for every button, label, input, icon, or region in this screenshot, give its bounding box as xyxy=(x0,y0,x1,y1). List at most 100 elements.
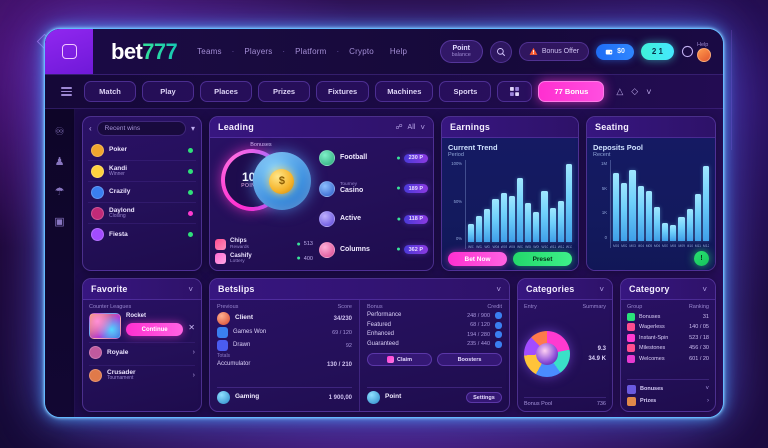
list-item[interactable]: Cashify Lottery ● 400 xyxy=(215,253,313,265)
chevron-down-icon[interactable]: ˅ xyxy=(705,386,709,392)
bar[interactable] xyxy=(541,191,548,242)
close-icon[interactable]: ✕ xyxy=(188,323,195,332)
chevron-down-icon[interactable]: ˅ xyxy=(646,86,652,97)
list-item[interactable]: Chips Rewards ● 513 xyxy=(215,238,313,250)
bar[interactable] xyxy=(678,216,685,241)
bell-icon[interactable]: △ xyxy=(616,86,624,96)
tab-fixtures[interactable]: Fixtures xyxy=(316,81,370,102)
play-icon[interactable]: ! xyxy=(694,251,709,266)
bar[interactable] xyxy=(629,169,636,241)
search-input[interactable]: Recent wins xyxy=(96,121,186,136)
chevron-right-icon[interactable]: › xyxy=(707,398,709,404)
tab-places[interactable]: Places xyxy=(200,81,252,102)
bar[interactable] xyxy=(508,196,515,242)
list-item[interactable]: Royale › xyxy=(89,342,195,362)
list-item[interactable]: Football ● 230 P xyxy=(318,148,428,168)
claim-button[interactable]: Claim xyxy=(367,353,432,366)
list-item[interactable]: Tourney Casino ● 189 P xyxy=(318,179,428,199)
bar[interactable] xyxy=(525,202,532,242)
chevron-down-icon[interactable]: ˅ xyxy=(188,284,193,294)
bar[interactable] xyxy=(653,206,661,241)
cash-balance-button[interactable]: 2 1 xyxy=(640,43,674,60)
bar[interactable] xyxy=(533,212,540,242)
tab-match[interactable]: Match xyxy=(84,81,136,102)
tab-play[interactable]: Play xyxy=(142,81,194,102)
bar[interactable] xyxy=(484,209,491,242)
brand-logo[interactable]: bet 777 xyxy=(93,29,191,74)
bar[interactable] xyxy=(492,199,499,242)
boosters-button[interactable]: Boosters xyxy=(437,353,502,366)
table-row[interactable]: Performance 248 / 900 xyxy=(367,312,502,320)
header-nav-players[interactable]: Players xyxy=(244,47,273,56)
tab-sports[interactable]: Sports xyxy=(439,81,492,102)
bar[interactable] xyxy=(637,185,644,241)
table-row[interactable]: Client 34/230 xyxy=(217,312,352,325)
list-item[interactable]: Bonuses ˅ xyxy=(627,383,709,395)
list-item[interactable]: Welcomes 601 / 20 xyxy=(627,354,709,363)
list-item[interactable]: Crusader Tournament › xyxy=(89,365,195,385)
list-item[interactable]: Columns ● 362 P xyxy=(318,240,428,260)
bookmark-icon[interactable]: ◇ xyxy=(631,86,639,96)
preset-button[interactable]: Preset xyxy=(513,252,572,266)
bet-now-button[interactable]: Bet Now xyxy=(448,252,507,266)
chevron-down-icon[interactable]: ˅ xyxy=(599,284,604,294)
bar[interactable] xyxy=(468,223,475,242)
list-item[interactable]: Wagerless 140 / 05 xyxy=(627,323,709,331)
wallet-icon[interactable]: ▣ xyxy=(54,216,65,228)
continue-button[interactable]: Continue xyxy=(126,323,184,337)
bar[interactable] xyxy=(516,178,524,242)
list-item[interactable]: Active ● 118 P xyxy=(318,209,428,229)
chevron-down-icon[interactable]: ˅ xyxy=(702,284,707,294)
search-button[interactable] xyxy=(489,40,512,63)
bar[interactable] xyxy=(694,194,701,241)
bar[interactable] xyxy=(662,223,669,241)
bar[interactable] xyxy=(565,164,573,242)
table-row[interactable]: Guaranteed 235 / 440 xyxy=(367,341,502,349)
table-footer-row[interactable]: Point Settings xyxy=(367,387,502,407)
header-nav-teams[interactable]: Teams xyxy=(197,47,222,56)
bar[interactable] xyxy=(670,224,677,241)
tab-machines[interactable]: Machines xyxy=(375,81,434,102)
table-footer-row[interactable]: Gaming 1 900,00 xyxy=(217,387,352,407)
list-item[interactable]: Poker xyxy=(88,140,196,161)
list-item[interactable]: Fiesta xyxy=(88,224,196,244)
list-item[interactable]: Kandi Winner xyxy=(88,161,196,183)
avatar[interactable] xyxy=(697,47,711,62)
chevron-right-icon[interactable]: › xyxy=(192,349,195,356)
header-nav-crypto[interactable]: Crypto xyxy=(349,47,374,56)
tab-bonus[interactable]: 77 Bonus xyxy=(538,81,605,102)
headset-icon[interactable]: ♾ xyxy=(54,126,65,138)
list-item[interactable]: Crazily xyxy=(88,182,196,204)
bar[interactable] xyxy=(557,201,564,242)
featured-item[interactable]: Rocket Continue ✕ xyxy=(89,313,195,339)
table-row[interactable]: Games Won 69 / 120 xyxy=(217,327,352,338)
list-item[interactable]: Instant-Spin 523 / 18 xyxy=(627,333,709,342)
list-item[interactable]: Milestones 456 / 30 xyxy=(627,344,709,352)
bar[interactable] xyxy=(621,182,628,241)
chevron-right-icon[interactable]: › xyxy=(192,372,195,380)
share-icon[interactable]: ☍ xyxy=(395,124,403,131)
settings-button[interactable]: Settings xyxy=(466,392,502,403)
bar[interactable] xyxy=(686,208,693,241)
bag-icon[interactable]: ☂ xyxy=(54,186,65,198)
header-nav-platform[interactable]: Platform xyxy=(295,47,327,56)
bar[interactable] xyxy=(549,207,556,242)
profile-group[interactable]: Help xyxy=(681,42,711,62)
hamburger-menu-icon[interactable] xyxy=(55,87,78,96)
bar[interactable] xyxy=(476,215,483,242)
table-row[interactable]: Drawn 92 xyxy=(217,340,352,351)
person-icon[interactable]: ♟ xyxy=(54,156,65,168)
chevron-down-icon[interactable]: ˅ xyxy=(420,122,425,132)
app-logo-icon[interactable] xyxy=(45,29,93,74)
chevron-down-icon[interactable]: ˅ xyxy=(496,284,501,294)
chevron-left-icon[interactable]: ‹ xyxy=(89,124,92,133)
bar[interactable] xyxy=(645,190,652,241)
tab-prizes[interactable]: Prizes xyxy=(258,81,310,102)
tab-grid-view[interactable] xyxy=(497,81,533,102)
filter-icon[interactable]: ▾ xyxy=(190,124,195,133)
bar[interactable] xyxy=(702,166,710,241)
list-item[interactable]: Daylond Closing xyxy=(88,203,196,225)
deposit-button[interactable]: $0 xyxy=(596,43,634,60)
table-row[interactable]: Accumulator 130 / 210 xyxy=(217,361,352,369)
bonus-alert-button[interactable]: Bonus Offer xyxy=(518,42,590,61)
